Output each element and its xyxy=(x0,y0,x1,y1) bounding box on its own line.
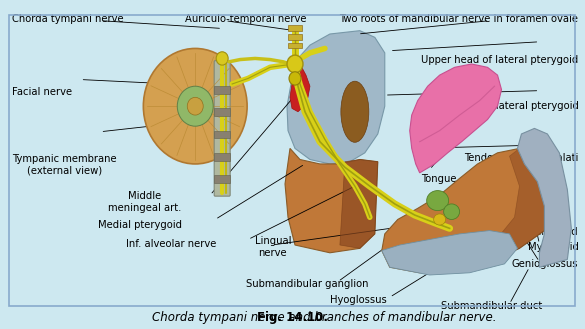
Polygon shape xyxy=(290,64,310,112)
Circle shape xyxy=(289,72,301,85)
Text: Tongue: Tongue xyxy=(421,174,456,184)
Text: Middle
meningeal art.: Middle meningeal art. xyxy=(108,191,181,213)
Polygon shape xyxy=(382,231,518,275)
Polygon shape xyxy=(340,160,378,248)
Text: Tendon of tensor palati: Tendon of tensor palati xyxy=(464,153,579,163)
Text: Upper head of lateral pterygoid: Upper head of lateral pterygoid xyxy=(421,55,579,65)
Text: Mylohyoid: Mylohyoid xyxy=(528,242,579,252)
Text: Submandibular duct: Submandibular duct xyxy=(441,301,542,311)
Bar xyxy=(214,109,230,116)
Text: Tympanic membrane
(external view): Tympanic membrane (external view) xyxy=(12,154,117,175)
Text: Chorda tympani nerve and branches of mandibular nerve.: Chorda tympani nerve and branches of man… xyxy=(152,311,497,324)
Text: Medial pterygoid: Medial pterygoid xyxy=(98,220,181,230)
Polygon shape xyxy=(518,128,572,267)
Bar xyxy=(288,43,302,48)
Text: Hyoglossus: Hyoglossus xyxy=(331,295,387,305)
Ellipse shape xyxy=(443,204,460,219)
Text: Facial nerve: Facial nerve xyxy=(12,88,73,97)
Text: Two roots of mandibular nerve in foramen ovale: Two roots of mandibular nerve in foramen… xyxy=(339,14,579,24)
Polygon shape xyxy=(382,148,559,273)
Polygon shape xyxy=(285,148,378,253)
Bar xyxy=(288,34,302,39)
Text: Geniohyoid: Geniohyoid xyxy=(522,227,579,237)
Circle shape xyxy=(187,97,203,115)
Circle shape xyxy=(143,48,247,164)
Bar xyxy=(288,25,302,31)
Text: Submandibular ganglion: Submandibular ganglion xyxy=(246,279,369,289)
Polygon shape xyxy=(455,148,559,270)
Bar xyxy=(214,175,230,183)
Bar xyxy=(214,86,230,94)
Polygon shape xyxy=(287,31,385,164)
Text: Fig. 14.10.: Fig. 14.10. xyxy=(257,311,328,324)
Text: Genioglossus: Genioglossus xyxy=(512,260,579,269)
Ellipse shape xyxy=(433,214,446,225)
Circle shape xyxy=(177,86,213,126)
FancyBboxPatch shape xyxy=(214,61,230,196)
Bar xyxy=(214,153,230,161)
Text: Inf. alveolar nerve: Inf. alveolar nerve xyxy=(126,239,216,249)
Text: Lingual
nerve: Lingual nerve xyxy=(254,236,291,258)
Ellipse shape xyxy=(426,190,449,211)
Text: Lower head of lateral pterygoid: Lower head of lateral pterygoid xyxy=(422,101,579,111)
Circle shape xyxy=(287,55,303,73)
Text: Chorda tympani nerve: Chorda tympani nerve xyxy=(12,14,124,24)
Polygon shape xyxy=(410,64,501,173)
Ellipse shape xyxy=(341,81,369,142)
Circle shape xyxy=(216,52,228,65)
Bar xyxy=(9,15,575,306)
Text: Auriculo-temporal nerve: Auriculo-temporal nerve xyxy=(184,14,306,24)
Bar xyxy=(214,131,230,139)
